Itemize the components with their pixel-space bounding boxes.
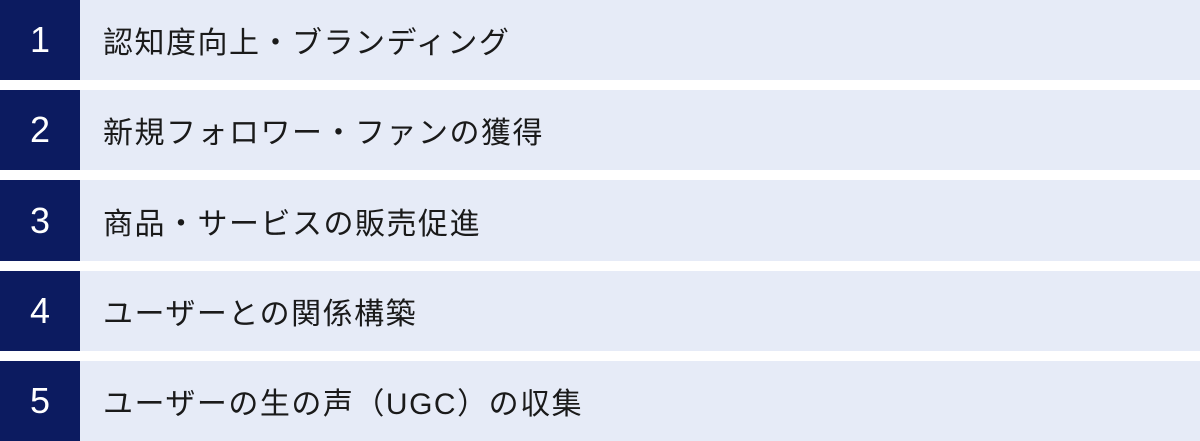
item-number: 2 [29, 109, 51, 151]
item-body: ユーザーの生の声（UGC）の収集 [80, 360, 1200, 441]
list-item: 2 新規フォロワー・ファンの獲得 [0, 90, 1200, 171]
item-label: ユーザーとの関係構築 [103, 297, 418, 331]
list-item: 5 ユーザーの生の声（UGC）の収集 [0, 360, 1200, 441]
item-number: 3 [29, 199, 51, 241]
item-number: 1 [29, 19, 51, 61]
item-label: ユーザーの生の声（UGC）の収集 [103, 387, 584, 421]
item-body: ユーザーとの関係構築 [80, 270, 1200, 351]
item-body: 新規フォロワー・ファンの獲得 [80, 90, 1200, 171]
list-item: 4 ユーザーとの関係構築 [0, 270, 1200, 351]
item-label: 商品・サービスの販売促進 [103, 207, 481, 241]
item-body: 認知度向上・ブランディング [80, 0, 1200, 81]
list-item: 3 商品・サービスの販売促進 [0, 180, 1200, 261]
item-number: 5 [29, 379, 51, 421]
item-number-box: 5 [0, 360, 80, 441]
item-number-box: 4 [0, 270, 80, 351]
item-number-box: 2 [0, 90, 80, 171]
item-number: 4 [29, 289, 51, 331]
item-body: 商品・サービスの販売促進 [80, 180, 1200, 261]
item-label: 認知度向上・ブランディング [103, 27, 511, 61]
list-item: 1 認知度向上・ブランディング [0, 0, 1200, 81]
item-number-box: 3 [0, 180, 80, 261]
item-label: 新規フォロワー・ファンの獲得 [103, 117, 544, 151]
item-number-box: 1 [0, 0, 80, 81]
